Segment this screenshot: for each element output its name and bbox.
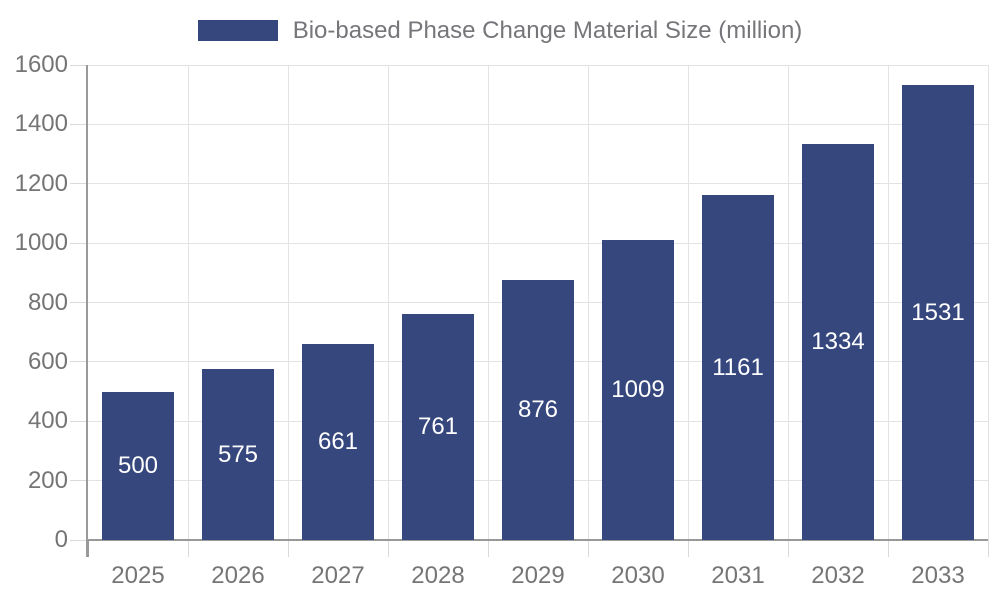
gridline-vertical bbox=[287, 65, 289, 540]
x-axis-tick bbox=[387, 540, 389, 557]
x-axis-tick bbox=[887, 540, 889, 557]
bar-value-label: 1009 bbox=[611, 376, 665, 403]
x-tick-label: 2026 bbox=[211, 562, 265, 589]
x-tick-label: 2029 bbox=[511, 562, 565, 589]
y-axis-tick bbox=[70, 361, 88, 363]
bar-value-label: 575 bbox=[217, 440, 259, 468]
x-axis-tick bbox=[287, 540, 289, 557]
y-tick-label: 600 bbox=[27, 347, 68, 375]
x-axis-tick bbox=[587, 540, 589, 557]
gridline-horizontal bbox=[88, 64, 988, 66]
y-tick-label: 1000 bbox=[14, 229, 68, 257]
y-axis-tick bbox=[70, 539, 88, 541]
bar-value-label: 661 bbox=[317, 428, 359, 455]
plot-area: 0 200 400 600 800 1000 1200 1400 1600 500 2025 575 2… bbox=[15, 52, 989, 589]
x-tick-label: 2030 bbox=[611, 562, 665, 589]
x-axis-tick bbox=[187, 540, 189, 557]
x-tick-label: 2028 bbox=[411, 562, 465, 589]
y-axis-tick bbox=[70, 480, 88, 482]
bar-2030[interactable]: 1009 bbox=[602, 240, 674, 540]
bar-value-label: 876 bbox=[517, 396, 559, 423]
x-axis-line bbox=[86, 539, 988, 541]
x-tick-label: 2031 bbox=[711, 562, 765, 589]
bar-2029[interactable]: 876 bbox=[502, 280, 574, 540]
y-tick-label: 1600 bbox=[14, 51, 68, 78]
gridline-vertical bbox=[187, 65, 189, 540]
gridline-vertical bbox=[387, 65, 389, 540]
x-axis-tick bbox=[987, 540, 989, 557]
gridline-vertical bbox=[987, 65, 989, 540]
y-axis-tick bbox=[70, 302, 88, 303]
x-axis-tick bbox=[87, 540, 89, 557]
x-axis-tick bbox=[687, 540, 689, 557]
bar-value-label: 1531 bbox=[911, 298, 965, 326]
y-axis-tick bbox=[70, 64, 88, 66]
bar-2028[interactable]: 761 bbox=[402, 314, 474, 540]
gridline-horizontal bbox=[88, 123, 988, 125]
bar-2026[interactable]: 575 bbox=[202, 369, 274, 540]
bar-value-label: 1334 bbox=[811, 328, 865, 355]
y-axis-tick bbox=[70, 242, 88, 244]
bar-value-label: 1161 bbox=[712, 353, 764, 381]
gridline-horizontal bbox=[88, 183, 988, 185]
y-tick-label: 1400 bbox=[14, 110, 68, 138]
gridline-vertical bbox=[687, 65, 689, 540]
bar-value-label: 500 bbox=[117, 452, 159, 479]
y-tick-label: 200 bbox=[27, 466, 68, 494]
x-tick-label: 2027 bbox=[311, 562, 365, 589]
y-axis-line bbox=[86, 65, 88, 557]
legend-label[interactable]: Bio-based Phase Change Material Size (mi… bbox=[292, 17, 803, 44]
y-axis-tick bbox=[70, 183, 88, 185]
x-tick-label: 2025 bbox=[111, 562, 165, 589]
x-tick-label: 2032 bbox=[811, 562, 865, 589]
gridline-vertical bbox=[887, 65, 889, 540]
gridline-vertical bbox=[787, 65, 789, 540]
y-tick-label: 0 bbox=[54, 526, 68, 553]
gridline-horizontal bbox=[88, 242, 988, 244]
x-tick-label: 2033 bbox=[911, 562, 965, 589]
y-axis-tick bbox=[70, 420, 88, 422]
gridline-vertical bbox=[587, 65, 589, 540]
bar-2033[interactable]: 1531 bbox=[902, 85, 974, 540]
bar-value-label: 761 bbox=[417, 413, 459, 440]
legend[interactable]: Bio-based Phase Change Material Size (mi… bbox=[0, 17, 1000, 44]
gridline-vertical bbox=[487, 65, 489, 540]
bar-2027[interactable]: 661 bbox=[302, 344, 374, 540]
y-tick-label: 400 bbox=[27, 407, 68, 435]
legend-swatch[interactable] bbox=[197, 20, 278, 41]
x-axis-tick bbox=[487, 540, 489, 557]
bar-2031[interactable]: 1161 bbox=[702, 195, 774, 540]
x-axis-tick bbox=[787, 540, 789, 557]
y-tick-label: 1200 bbox=[14, 169, 68, 197]
y-axis-tick bbox=[70, 123, 88, 125]
bar-2025[interactable]: 500 bbox=[102, 392, 174, 540]
y-tick-label: 800 bbox=[27, 288, 68, 316]
bar-2032[interactable]: 1334 bbox=[802, 144, 874, 540]
